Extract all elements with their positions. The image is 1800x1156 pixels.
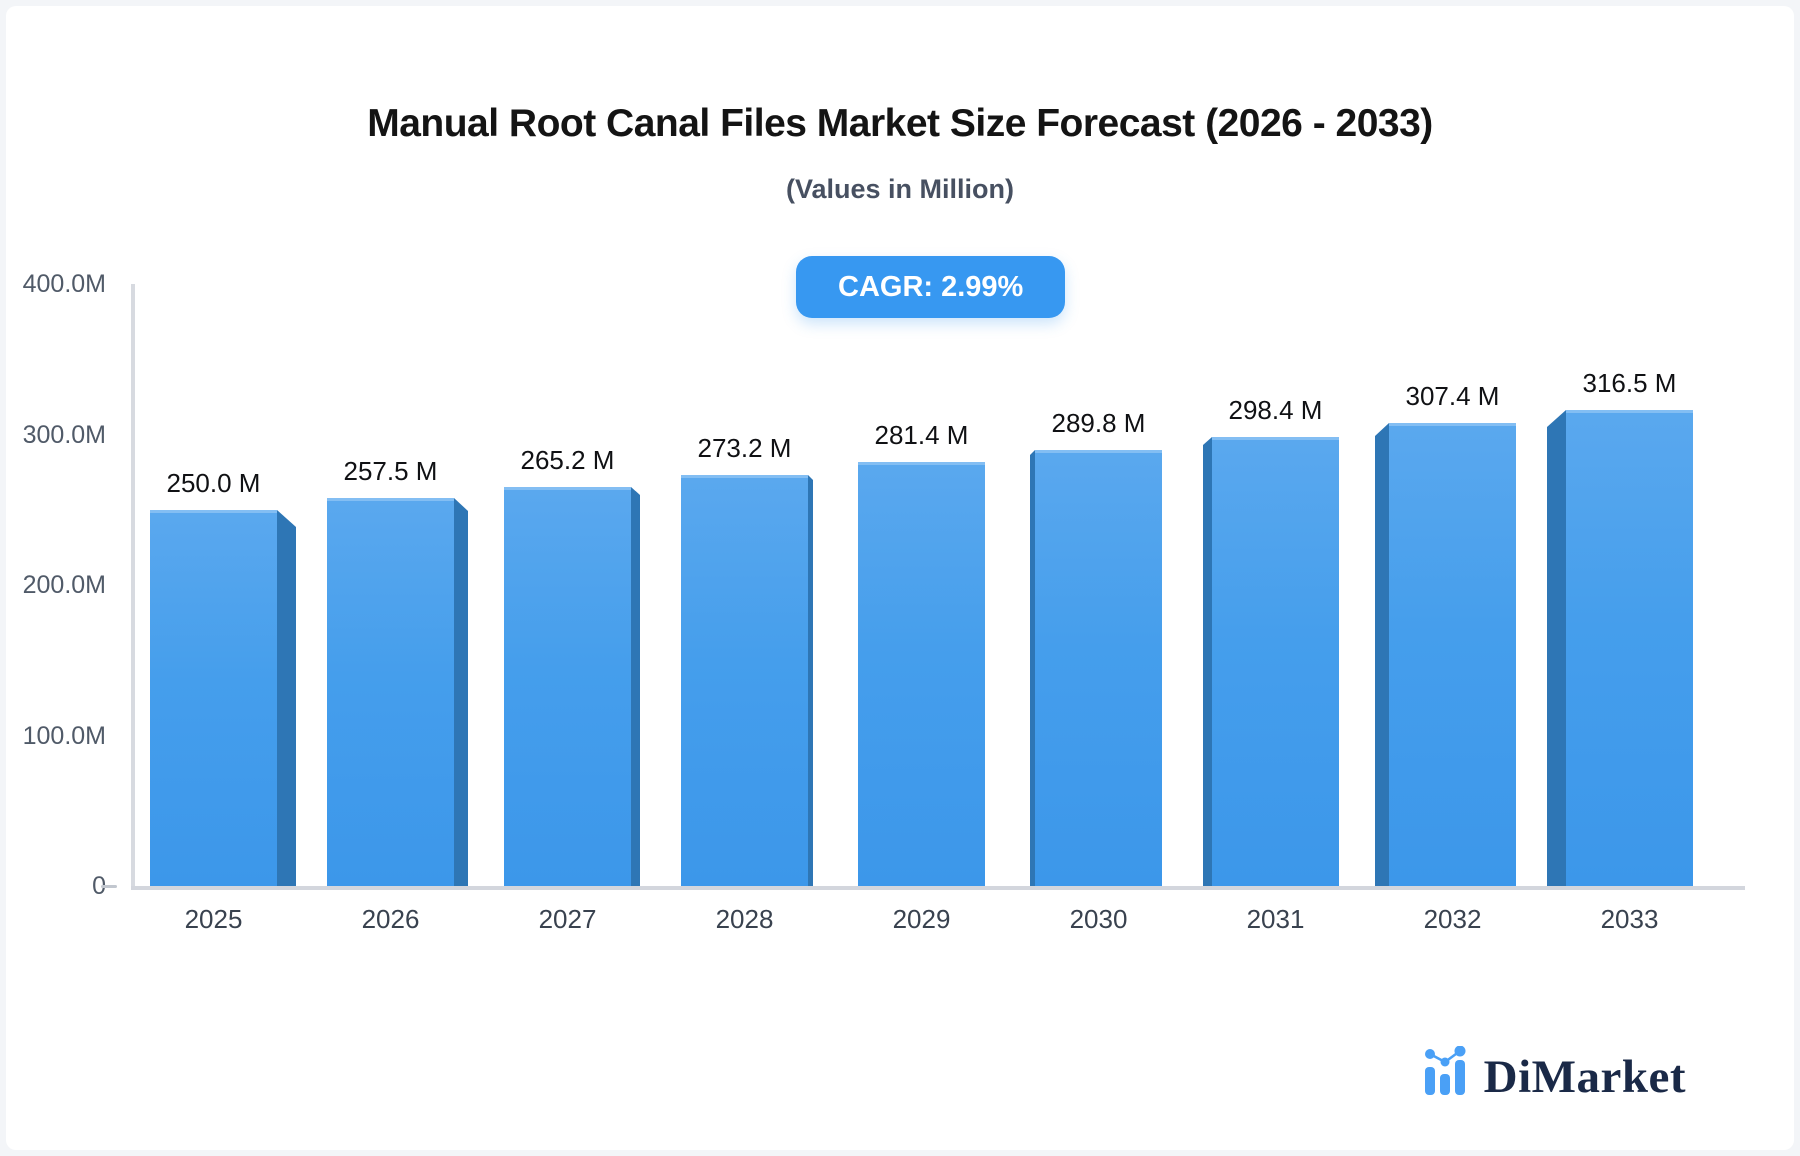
- bar-2033: [1566, 410, 1693, 886]
- bar-side-face: [1375, 423, 1389, 886]
- bar-value-label: 250.0 M: [166, 468, 261, 498]
- y-axis-tick-label: 200.0M: [22, 571, 106, 599]
- bar-side-face: [277, 510, 296, 886]
- chart-subtitle: (Values in Million): [785, 174, 1015, 204]
- bar-value-label: 273.2 M: [697, 433, 792, 463]
- bar-value-label: 298.4 M: [1228, 395, 1323, 425]
- x-axis-tick-label: 2028: [715, 904, 774, 934]
- bar-side-face: [1547, 410, 1566, 886]
- bar-side-face: [1203, 437, 1212, 886]
- bar-2028: [681, 475, 808, 886]
- bar-side-face: [631, 487, 640, 886]
- bar-2032: [1389, 423, 1516, 886]
- bar-side-face: [454, 498, 468, 886]
- chart-title: Manual Root Canal Files Market Size Fore…: [367, 102, 1433, 145]
- x-axis-tick-label: 2030: [1069, 904, 1128, 934]
- x-axis-tick-label: 2027: [538, 904, 597, 934]
- bar-2031: [1212, 437, 1339, 886]
- bar-chart-trend-icon: [1424, 1045, 1474, 1101]
- cagr-badge: CAGR: 2.99%: [796, 256, 1066, 318]
- bar-2026: [327, 498, 454, 886]
- bar-value-label: 307.4 M: [1405, 381, 1500, 411]
- y-axis-tick-label: 0: [92, 872, 106, 900]
- bar-2029: [858, 462, 985, 886]
- bar-2025: [150, 510, 277, 886]
- bar-value-label: 281.4 M: [874, 420, 969, 450]
- x-axis-tick-label: 2025: [184, 904, 243, 934]
- x-axis-tick-label: 2031: [1246, 904, 1305, 934]
- y-axis-line: [131, 284, 135, 890]
- x-axis-tick-label: 2026: [361, 904, 420, 934]
- chart-card: Manual Root Canal Files Market Size Fore…: [6, 6, 1794, 1150]
- brand-name: DiMarket: [1483, 1051, 1686, 1103]
- bar-2030: [1035, 450, 1162, 886]
- x-axis-tick-label: 2032: [1423, 904, 1482, 934]
- bar-side-face: [808, 475, 813, 886]
- x-axis-tick-label: 2033: [1600, 904, 1659, 934]
- bar-value-label: 289.8 M: [1051, 408, 1146, 438]
- bar-value-label: 257.5 M: [343, 456, 438, 486]
- y-axis-tick-label: 400.0M: [22, 270, 106, 298]
- x-axis-tick-label: 2029: [892, 904, 951, 934]
- brand-logo: DiMarket: [1424, 1045, 1686, 1103]
- bar-value-label: 265.2 M: [520, 445, 615, 475]
- bar-2027: [504, 487, 631, 886]
- y-axis-tick-label: 300.0M: [22, 421, 106, 449]
- zero-tick-mark: [101, 885, 117, 888]
- x-axis-line: [131, 886, 1745, 890]
- y-axis-tick-label: 100.0M: [22, 722, 106, 750]
- bar-value-label: 316.5 M: [1582, 368, 1677, 398]
- bar-side-face: [1030, 450, 1035, 886]
